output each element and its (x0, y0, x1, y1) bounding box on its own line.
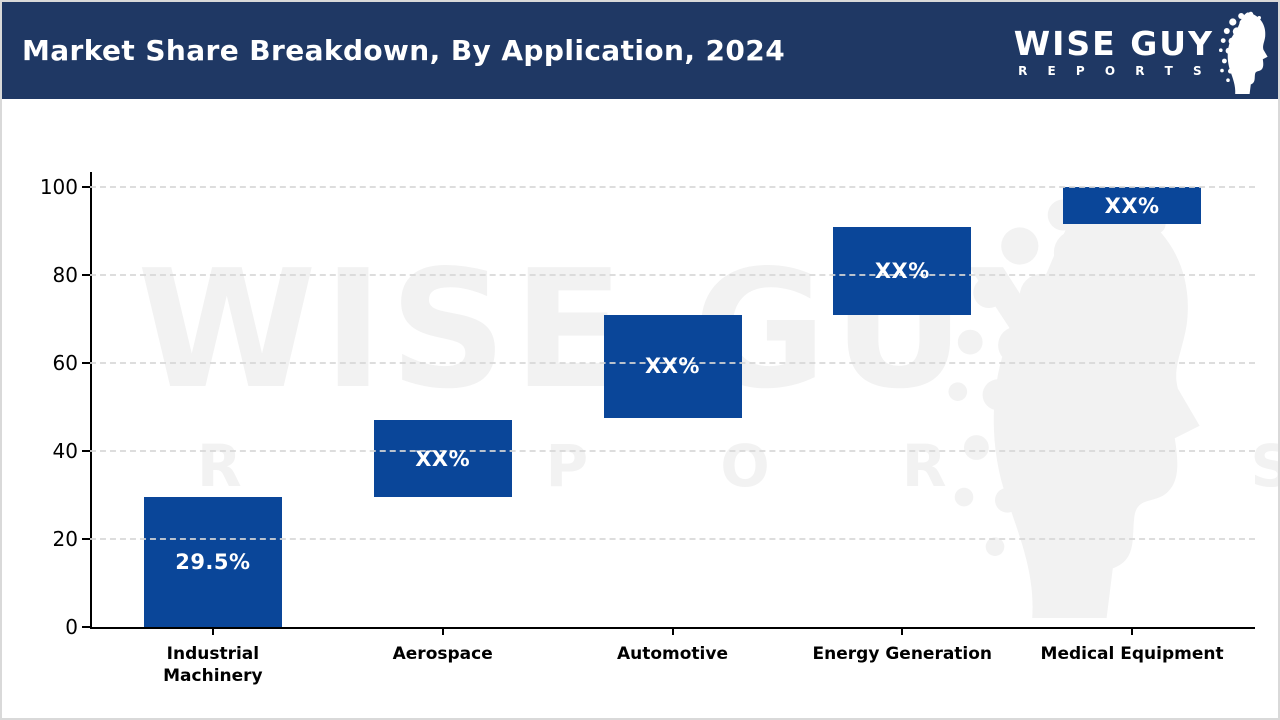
x-tick-mark (1131, 629, 1134, 635)
wiseguy-face-icon (1219, 11, 1268, 94)
x-tick-mark (671, 629, 674, 635)
chart-title: Market Share Breakdown, By Application, … (22, 34, 786, 67)
header-banner: Market Share Breakdown, By Application, … (2, 2, 1278, 99)
gridline (90, 450, 1255, 452)
gridline (90, 186, 1255, 188)
bar-value-label: 29.5% (175, 550, 251, 575)
bar-segment (373, 420, 512, 498)
chart-area: WISE GUY R E P O R T S 29.5% Industrial M… (2, 99, 1278, 718)
wiseguy-logo-text: WISE GUY R E P O R T S (1013, 24, 1214, 78)
x-category-label: Automotive (616, 644, 728, 664)
logo-brand-text: WISE GUY (1013, 24, 1214, 64)
x-category-label: Industrial Machinery (163, 644, 263, 687)
bar-segment (603, 314, 742, 418)
wiseguy-logo: WISE GUY R E P O R T S (1014, 8, 1270, 96)
y-tick-label: 100 (39, 175, 78, 199)
x-tick-mark (441, 629, 444, 635)
x-tick-mark (211, 629, 214, 635)
gridline (90, 274, 1255, 276)
x-category-label: Aerospace (392, 644, 493, 664)
y-tick-mark (82, 538, 90, 540)
y-tick-mark (82, 186, 90, 188)
bar-segment (143, 497, 282, 627)
bar-value-label: XX% (1104, 193, 1160, 218)
bars-layer (2, 99, 1278, 718)
axes-spines (90, 172, 1255, 629)
logo-sub-text: R E P O R T S (1018, 63, 1210, 78)
bar-segment (1063, 187, 1202, 225)
y-tick-mark (82, 450, 90, 452)
gridlines-layer (2, 99, 1278, 718)
bar-value-label: XX% (415, 446, 471, 471)
y-tick-mark (82, 626, 90, 628)
y-tick-label: 60 (52, 351, 78, 375)
y-tick-mark (82, 362, 90, 364)
x-category-label: Medical Equipment (1040, 644, 1224, 664)
bar-segment (833, 226, 972, 315)
y-tick-label: 80 (52, 263, 78, 287)
y-tick-label: 40 (52, 439, 78, 463)
y-tick-label: 0 (65, 615, 78, 639)
bar-value-label: XX% (874, 258, 930, 283)
y-tick-label: 20 (52, 527, 78, 551)
y-tick-mark (82, 274, 90, 276)
gridline (90, 362, 1255, 364)
labels-layer: 29.5% Industrial Machinery XX% Aerospace XX%… (2, 99, 1278, 718)
x-tick-mark (901, 629, 904, 635)
gridline (90, 538, 1255, 540)
bar-value-label: XX% (645, 354, 700, 379)
x-category-label: Energy Generation (812, 644, 993, 664)
